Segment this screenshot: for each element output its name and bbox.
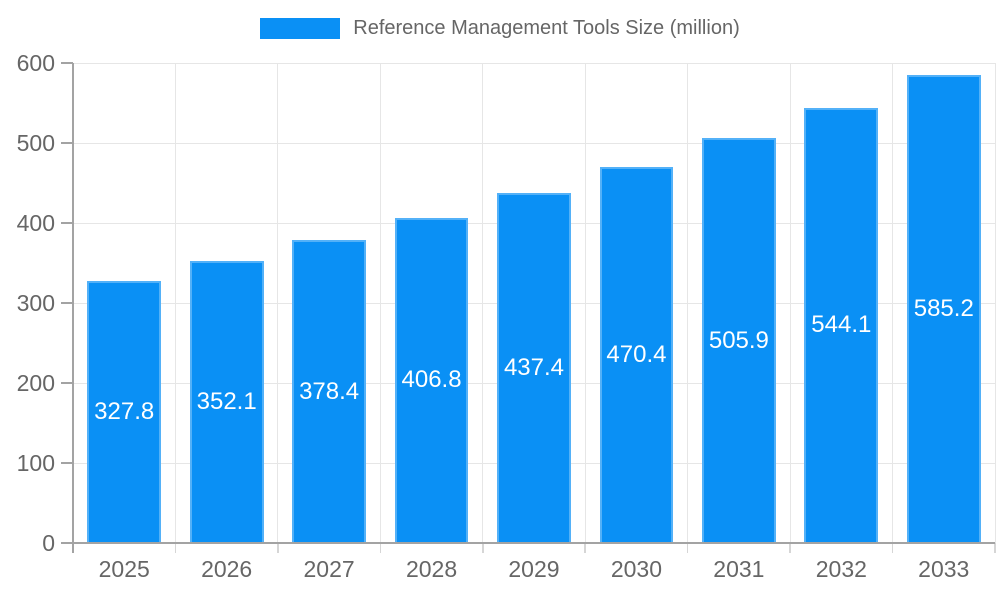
y-tick-label: 300	[16, 290, 55, 316]
v-gridline	[994, 63, 996, 543]
x-tick-mark	[891, 543, 894, 553]
y-tick-mark	[61, 302, 73, 304]
y-tick-label: 100	[16, 450, 55, 476]
y-tick-label: 500	[16, 130, 55, 156]
bar-2026[interactable]	[189, 261, 264, 543]
x-tick-label: 2025	[98, 556, 150, 582]
y-tick-label: 400	[16, 210, 55, 236]
bar-value-label: 327.8	[94, 397, 155, 425]
x-tick-label: 2028	[405, 556, 458, 582]
x-axis-line	[63, 542, 995, 544]
x-tick-mark	[686, 543, 689, 553]
legend-label: Reference Management Tools Size (million…	[353, 17, 740, 39]
v-gridline	[789, 63, 791, 543]
bar-2030[interactable]	[599, 166, 674, 543]
x-tick-mark	[277, 543, 279, 553]
x-tick-mark	[482, 543, 484, 553]
x-tick-label: 2027	[303, 556, 355, 582]
y-tick-mark	[61, 382, 73, 384]
x-tick-label: 2032	[815, 556, 867, 582]
x-tick-label: 2033	[918, 556, 970, 582]
bar-value-label: 505.9	[708, 326, 769, 354]
v-gridline	[277, 63, 279, 543]
bar-value-label: 585.2	[913, 294, 974, 322]
y-axis-line	[72, 63, 74, 553]
v-gridline	[482, 63, 484, 543]
bar-value-label: 470.4	[606, 340, 667, 368]
bar-value-label: 352.1	[196, 388, 257, 416]
y-tick-label: 600	[16, 50, 55, 76]
x-tick-label: 2030	[610, 556, 663, 582]
x-tick-label: 2031	[713, 556, 765, 582]
x-tick-mark	[174, 543, 177, 553]
v-gridline	[892, 63, 894, 543]
bar-2029[interactable]	[497, 193, 571, 543]
v-gridline	[584, 63, 586, 543]
x-tick-mark	[789, 543, 791, 553]
y-tick-mark	[61, 142, 73, 144]
y-tick-label: 0	[42, 530, 55, 556]
bar-value-label: 406.8	[401, 366, 462, 394]
bar-2033[interactable]	[906, 74, 981, 543]
x-tick-label: 2026	[201, 556, 253, 582]
bar-value-label: 378.4	[299, 377, 360, 405]
bar-2027[interactable]	[292, 240, 366, 543]
bar-2031[interactable]	[702, 138, 776, 543]
x-tick-mark	[994, 543, 996, 553]
h-gridline	[73, 62, 995, 64]
bar-2028[interactable]	[394, 217, 469, 543]
v-gridline	[687, 63, 689, 543]
h-gridline	[73, 142, 995, 144]
v-gridline	[174, 63, 176, 543]
legend-item[interactable]: Reference Management Tools Size (million…	[0, 17, 1000, 40]
y-tick-label: 200	[16, 370, 55, 396]
y-tick-mark	[61, 62, 73, 64]
y-tick-mark	[61, 462, 73, 464]
y-tick-mark	[61, 222, 73, 224]
v-gridline	[379, 63, 381, 543]
bar-2032[interactable]	[804, 107, 879, 543]
bar-value-label: 544.1	[811, 311, 872, 339]
x-tick-mark	[584, 543, 586, 553]
x-tick-mark	[379, 543, 382, 553]
bar-2025[interactable]	[87, 280, 162, 543]
bar-value-label: 437.4	[503, 354, 565, 382]
x-tick-label: 2029	[508, 556, 560, 582]
legend-swatch	[260, 18, 341, 39]
